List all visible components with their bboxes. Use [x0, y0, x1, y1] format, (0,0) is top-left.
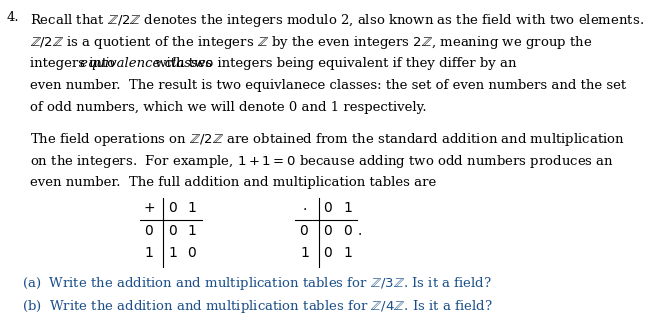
Text: even number.  The full addition and multiplication tables are: even number. The full addition and multi…	[30, 176, 436, 189]
Text: $\mathbb{Z}/2\mathbb{Z}$ is a quotient of the integers $\mathbb{Z}$ by the even : $\mathbb{Z}/2\mathbb{Z}$ is a quotient o…	[30, 34, 592, 51]
Text: $1$: $1$	[187, 224, 197, 238]
Text: $0$: $0$	[299, 224, 309, 238]
Text: $1$: $1$	[343, 246, 352, 260]
Text: $0$: $0$	[144, 224, 154, 238]
Text: $\cdot$: $\cdot$	[302, 201, 307, 215]
Text: 4.: 4.	[7, 11, 19, 24]
Text: $0$: $0$	[343, 224, 352, 238]
Text: $1$: $1$	[299, 246, 309, 260]
Text: $1$: $1$	[168, 246, 178, 260]
Text: on the integers.  For example, $1+1=0$ because adding two odd numbers produces a: on the integers. For example, $1+1=0$ be…	[30, 153, 614, 170]
Text: .: .	[358, 224, 362, 238]
Text: (a)  Write the addition and multiplication tables for $\mathbb{Z}/3\mathbb{Z}$. : (a) Write the addition and multiplicatio…	[22, 275, 492, 292]
Text: $0$: $0$	[187, 246, 197, 260]
Text: $+$: $+$	[143, 201, 155, 215]
Text: with two integers being equivalent if they differ by an: with two integers being equivalent if th…	[151, 57, 517, 70]
Text: $0$: $0$	[323, 224, 333, 238]
Text: (b)  Write the addition and multiplication tables for $\mathbb{Z}/4\mathbb{Z}$. : (b) Write the addition and multiplicatio…	[22, 298, 493, 315]
Text: $0$: $0$	[168, 201, 178, 215]
Text: $1$: $1$	[187, 201, 197, 215]
Text: even number.  The result is two equivlanece classes: the set of even numbers and: even number. The result is two equivlane…	[30, 79, 626, 92]
Text: equivalence classes: equivalence classes	[80, 57, 212, 70]
Text: $0$: $0$	[168, 224, 178, 238]
Text: of odd numbers, which we will denote 0 and 1 respectively.: of odd numbers, which we will denote 0 a…	[30, 101, 426, 114]
Text: integers into: integers into	[30, 57, 119, 70]
Text: $0$: $0$	[323, 201, 333, 215]
Text: $0$: $0$	[323, 246, 333, 260]
Text: Recall that $\mathbb{Z}/2\mathbb{Z}$ denotes the integers modulo 2, also known a: Recall that $\mathbb{Z}/2\mathbb{Z}$ den…	[30, 12, 644, 29]
Text: $1$: $1$	[144, 246, 154, 260]
Text: The field operations on $\mathbb{Z}/2\mathbb{Z}$ are obtained from the standard : The field operations on $\mathbb{Z}/2\ma…	[30, 131, 625, 148]
Text: $1$: $1$	[343, 201, 352, 215]
